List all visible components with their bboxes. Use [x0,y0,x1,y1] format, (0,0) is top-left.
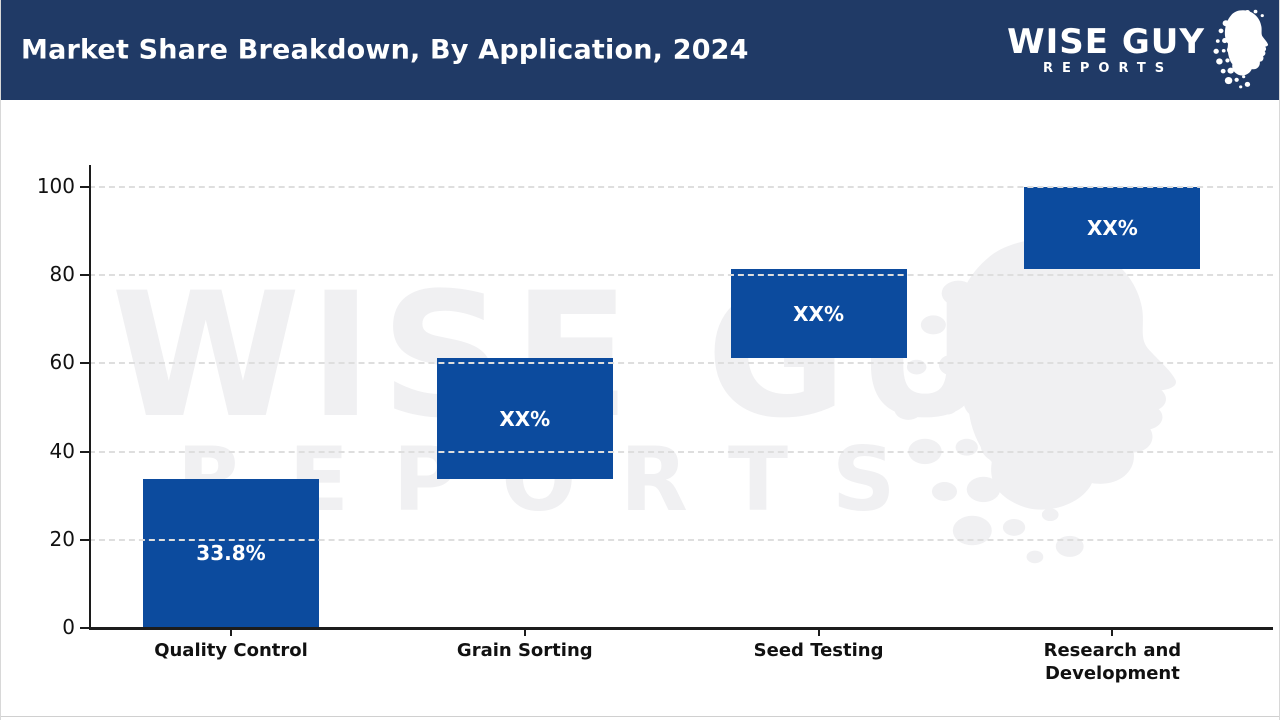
brand-subname: REPORTS [1043,61,1174,76]
y-tick-label: 60 [49,350,75,375]
bar-value-label: XX% [499,406,551,431]
y-tick-mark [80,186,89,188]
brand-logo: WISE GUY REPORTS [1007,6,1269,94]
brand-wordmark: WISE GUY REPORTS [1007,25,1205,75]
page-title: Market Share Breakdown, By Application, … [21,34,749,66]
x-axis-spine [89,627,1273,630]
gridline-20 [89,538,1273,541]
watermark-head-dots-icon [894,237,1176,564]
x-tick-mark [1111,628,1114,636]
x-tick-mark [523,628,526,636]
gridline-60 [89,362,1273,365]
bar-value-label: XX% [793,301,845,326]
x-tick-mark [230,628,232,636]
bar-seed-testing: XX% [730,269,907,359]
x-tick-label: Seed Testing [753,640,884,661]
y-tick-mark [80,538,89,541]
header-bar: Market Share Breakdown, By Application, … [1,0,1279,100]
x-tick-label: Research and Development [1043,640,1182,684]
y-tick-label: 100 [36,174,75,198]
y-tick-label: 0 [62,615,75,639]
bar-research-and-development: XX% [1024,187,1201,270]
card-bottom-border [1,716,1279,717]
brand-name: WISE GUY [1007,22,1205,62]
gridline-100 [89,186,1273,188]
y-tick-label: 80 [49,262,75,287]
y-tick-mark [80,274,89,277]
gridline-80 [89,274,1273,277]
bar-value-label: XX% [1086,216,1138,241]
bar-quality-control: 33.8% [143,478,319,628]
bar-value-label: 33.8% [196,541,266,566]
y-tick-label: 20 [49,526,75,551]
y-tick-mark [80,450,89,453]
y-tick-label: 40 [49,438,75,463]
x-tick-label: Quality Control [154,640,308,661]
y-tick-mark [80,362,89,365]
gridline-40 [89,450,1273,453]
x-tick-mark [817,628,820,636]
brand-head-dots-icon [1213,9,1269,89]
y-axis-spine [89,165,91,628]
x-tick-label: Grain Sorting [456,640,593,661]
bar-grain-sorting: XX% [436,358,613,479]
y-tick-mark [80,627,89,629]
